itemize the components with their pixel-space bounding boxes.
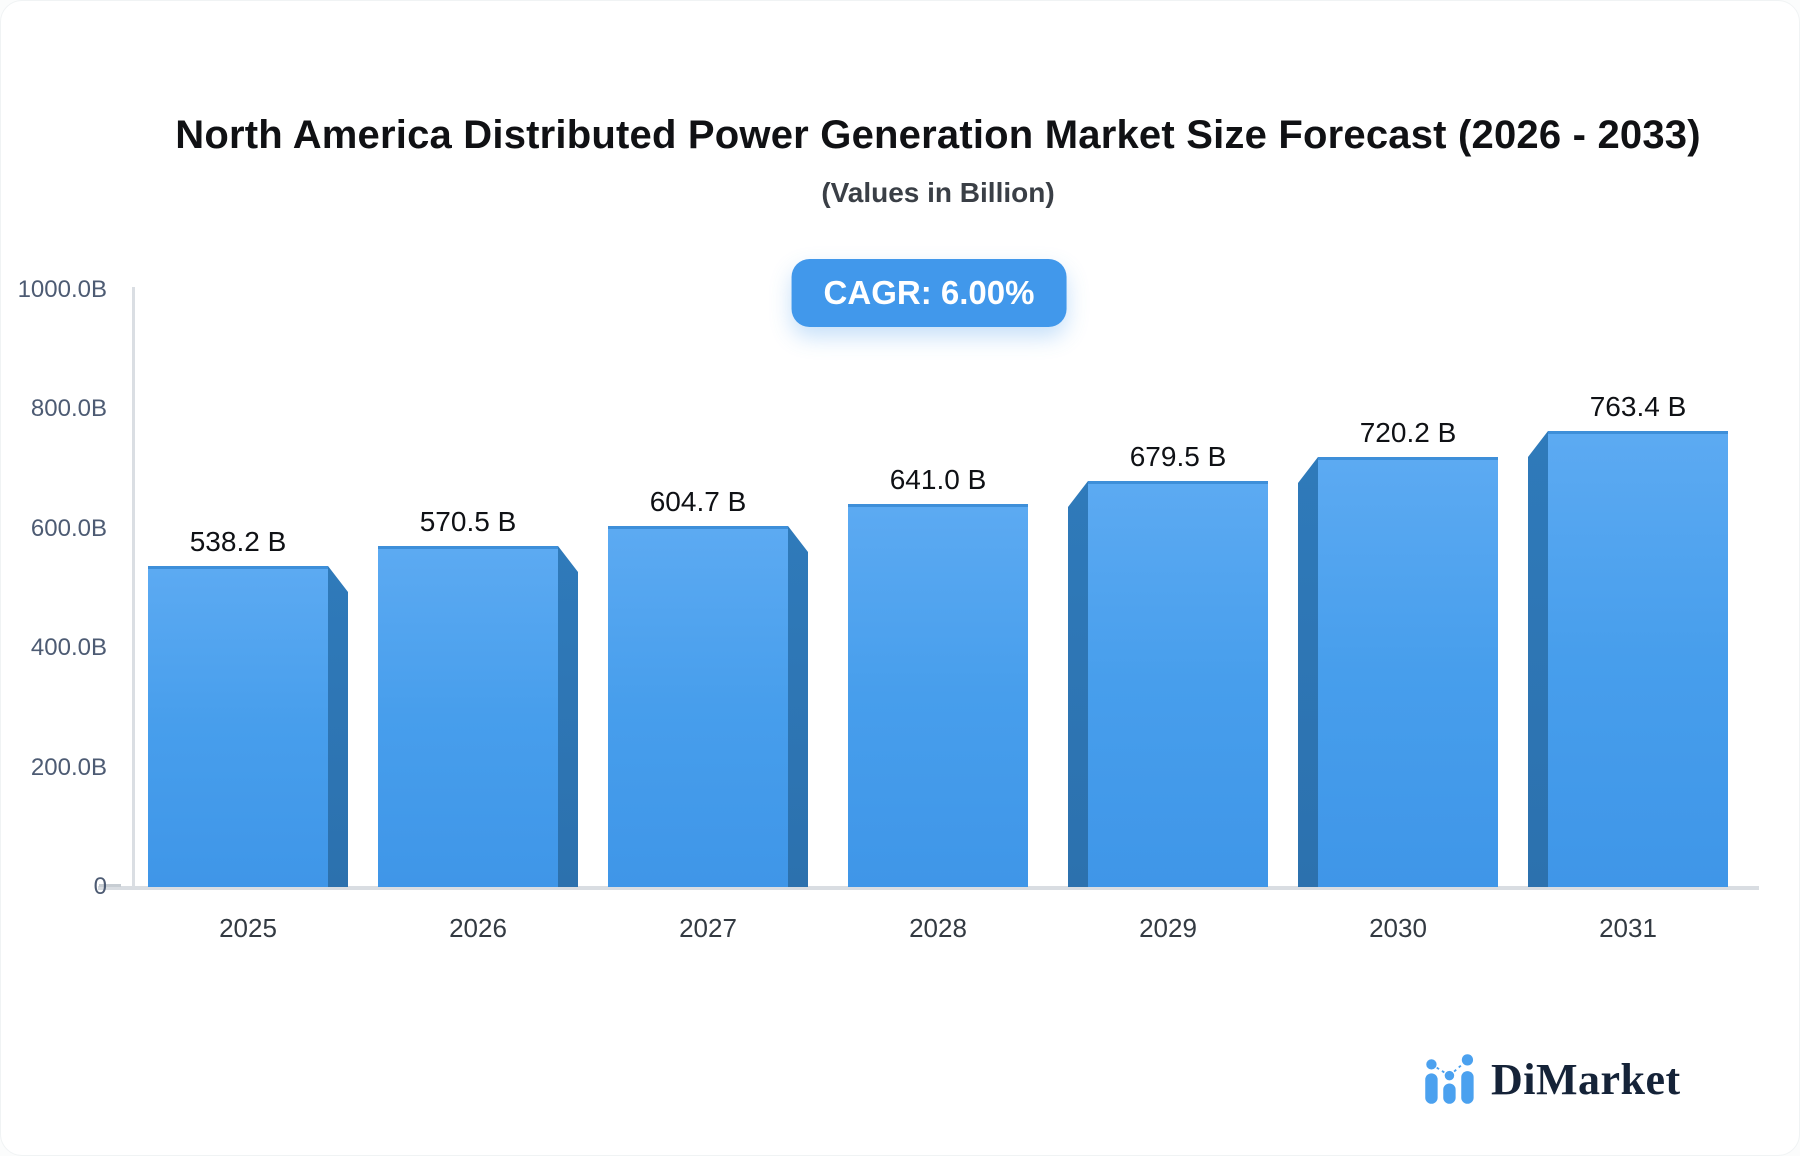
value-label-2029: 679.5 B <box>1129 441 1227 472</box>
x-tick-label-2028: 2028 <box>909 913 967 943</box>
bar-2031-side-face <box>1528 431 1548 887</box>
bar-2026[interactable] <box>378 546 558 887</box>
y-tick-label-400: 400.0B <box>30 634 107 662</box>
x-tick-label-2030: 2030 <box>1369 913 1427 943</box>
y-tick-label-200: 200.0B <box>30 753 107 781</box>
cagr-badge-label: CAGR: 6.00% <box>823 274 1035 311</box>
brand-logo-text: DiMarket <box>1491 1054 1681 1104</box>
value-label-2026: 570.5 B <box>419 506 517 537</box>
bar-2026-side-face <box>558 546 578 887</box>
mini-bar-chart-trend-icon <box>1425 1054 1474 1104</box>
value-label-2031: 763.4 B <box>1589 391 1687 422</box>
bar-2030[interactable] <box>1318 457 1498 887</box>
bar-2027[interactable] <box>608 526 788 887</box>
value-label-2027: 604.7 B <box>649 486 747 517</box>
y-tick-label-0: 0 <box>93 873 107 900</box>
y-tick-label-1000: 1000.0B <box>17 276 107 303</box>
brand-logo: DiMarket <box>1423 1047 1681 1111</box>
bar-2031[interactable] <box>1548 431 1728 887</box>
chart-title: North America Distributed Power Generati… <box>175 113 1701 157</box>
bar-2028[interactable] <box>848 504 1028 887</box>
bar-2027-side-face <box>788 526 808 887</box>
value-label-2025: 538.2 B <box>189 526 287 557</box>
value-label-2028: 641.0 B <box>889 464 987 495</box>
cagr-badge: CAGR: 6.00% <box>791 259 1067 327</box>
x-tick-label-2031: 2031 <box>1599 913 1657 943</box>
y-tick-label-800: 800.0B <box>30 395 107 423</box>
y-axis-zero-tick <box>99 884 121 887</box>
bar-2025[interactable] <box>148 566 328 887</box>
x-tick-label-2029: 2029 <box>1139 913 1197 943</box>
y-axis-line <box>132 287 135 889</box>
value-label-2030: 720.2 B <box>1359 417 1457 448</box>
x-tick-label-2026: 2026 <box>449 913 507 943</box>
x-tick-label-2025: 2025 <box>219 913 277 943</box>
bar-2030-side-face <box>1298 457 1318 887</box>
y-tick-label-600: 600.0B <box>30 514 107 542</box>
x-tick-label-2027: 2027 <box>679 913 737 943</box>
x-axis-baseline <box>98 886 1759 890</box>
bar-2029[interactable] <box>1088 481 1268 887</box>
chart-subtitle: (Values in Billion) <box>821 177 1055 208</box>
bar-2029-side-face <box>1068 481 1088 887</box>
bar-2025-side-face <box>328 566 348 887</box>
